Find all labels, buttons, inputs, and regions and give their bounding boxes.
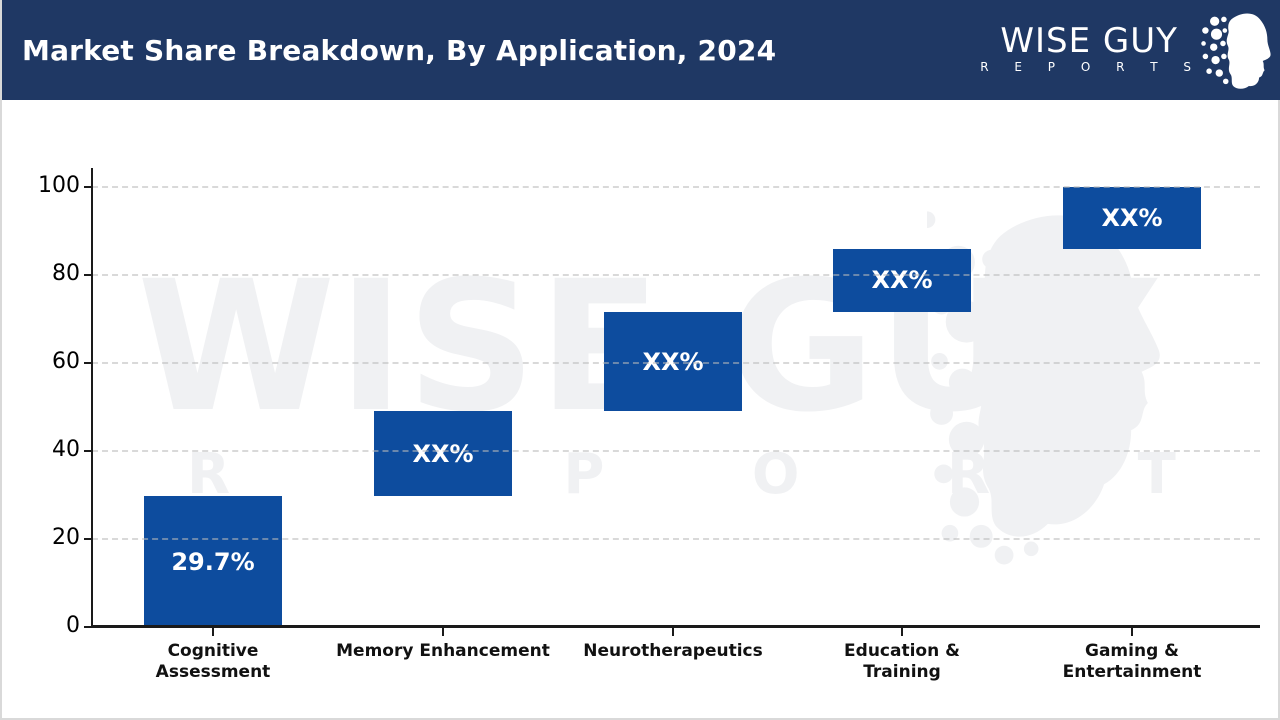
logo-head-icon xyxy=(1201,13,1271,89)
bar-value-label: XX% xyxy=(412,439,474,468)
bar-value-label: 29.7% xyxy=(171,547,255,576)
y-axis-tick-label: 80 xyxy=(52,261,80,286)
x-axis-tick xyxy=(212,628,214,636)
gridline xyxy=(92,450,1260,452)
x-axis-tick xyxy=(442,628,444,636)
y-axis-tick xyxy=(84,450,92,452)
y-axis-tick xyxy=(84,362,92,364)
category-label-line: Cognitive xyxy=(167,641,259,661)
header: Market Share Breakdown, By Application, … xyxy=(2,0,1280,100)
x-axis-tick xyxy=(1131,628,1133,636)
bar-value-label: XX% xyxy=(1101,203,1163,232)
bar: 29.7% xyxy=(144,496,282,627)
x-axis-tick xyxy=(672,628,674,636)
gridline xyxy=(92,538,1260,540)
x-axis-tick xyxy=(901,628,903,636)
category-label: Gaming & Entertainment xyxy=(1017,641,1247,684)
page-title: Market Share Breakdown, By Application, … xyxy=(22,33,777,67)
category-label-line: Entertainment xyxy=(1062,662,1202,683)
logo-text: WISE GUY R E P O R T S xyxy=(976,20,1202,75)
y-axis-tick xyxy=(84,538,92,540)
y-axis-tick xyxy=(84,626,92,628)
y-axis-line xyxy=(91,168,93,627)
y-axis-tick xyxy=(84,274,92,276)
logo: WISE GUY R E P O R T S xyxy=(976,8,1272,90)
y-axis-tick xyxy=(84,186,92,188)
logo-tagline: R E P O R T S xyxy=(980,60,1202,75)
bar-value-label: XX% xyxy=(642,347,704,376)
y-axis-tick-label: 0 xyxy=(66,613,80,638)
logo-name: WISE GUY xyxy=(1000,20,1178,61)
category-label-line: Training xyxy=(863,662,941,683)
category-label-line: Education & xyxy=(844,641,960,661)
category-label: Memory Enhancement xyxy=(328,641,558,662)
bar: XX% xyxy=(374,411,512,497)
x-axis-line xyxy=(91,625,1260,628)
bar: XX% xyxy=(604,312,742,412)
bar-value-label: XX% xyxy=(871,266,933,295)
y-axis-tick-label: 20 xyxy=(52,525,80,550)
bar: XX% xyxy=(833,248,971,313)
bar: XX% xyxy=(1063,187,1201,249)
chart-area: 0 20 40 60 80 100 29.7% Cognitive Assessment XX% M… xyxy=(2,100,1280,720)
watermark-head-icon xyxy=(927,211,1160,565)
gridline xyxy=(92,362,1260,364)
category-label: Neurotherapeutics xyxy=(558,641,788,662)
category-label-line: Neurotherapeutics xyxy=(583,641,763,661)
category-label-line: Assessment xyxy=(155,662,271,683)
gridline xyxy=(92,274,1260,276)
gridline xyxy=(92,186,1260,188)
category-label-line: Memory Enhancement xyxy=(336,641,550,661)
category-label: Cognitive Assessment xyxy=(98,641,328,684)
y-axis-tick-label: 40 xyxy=(52,437,80,462)
category-label: Education & Training xyxy=(787,641,1017,684)
category-label-line: Gaming & xyxy=(1085,641,1179,661)
y-axis-tick-label: 60 xyxy=(52,349,80,374)
y-axis-tick-label: 100 xyxy=(38,173,80,198)
